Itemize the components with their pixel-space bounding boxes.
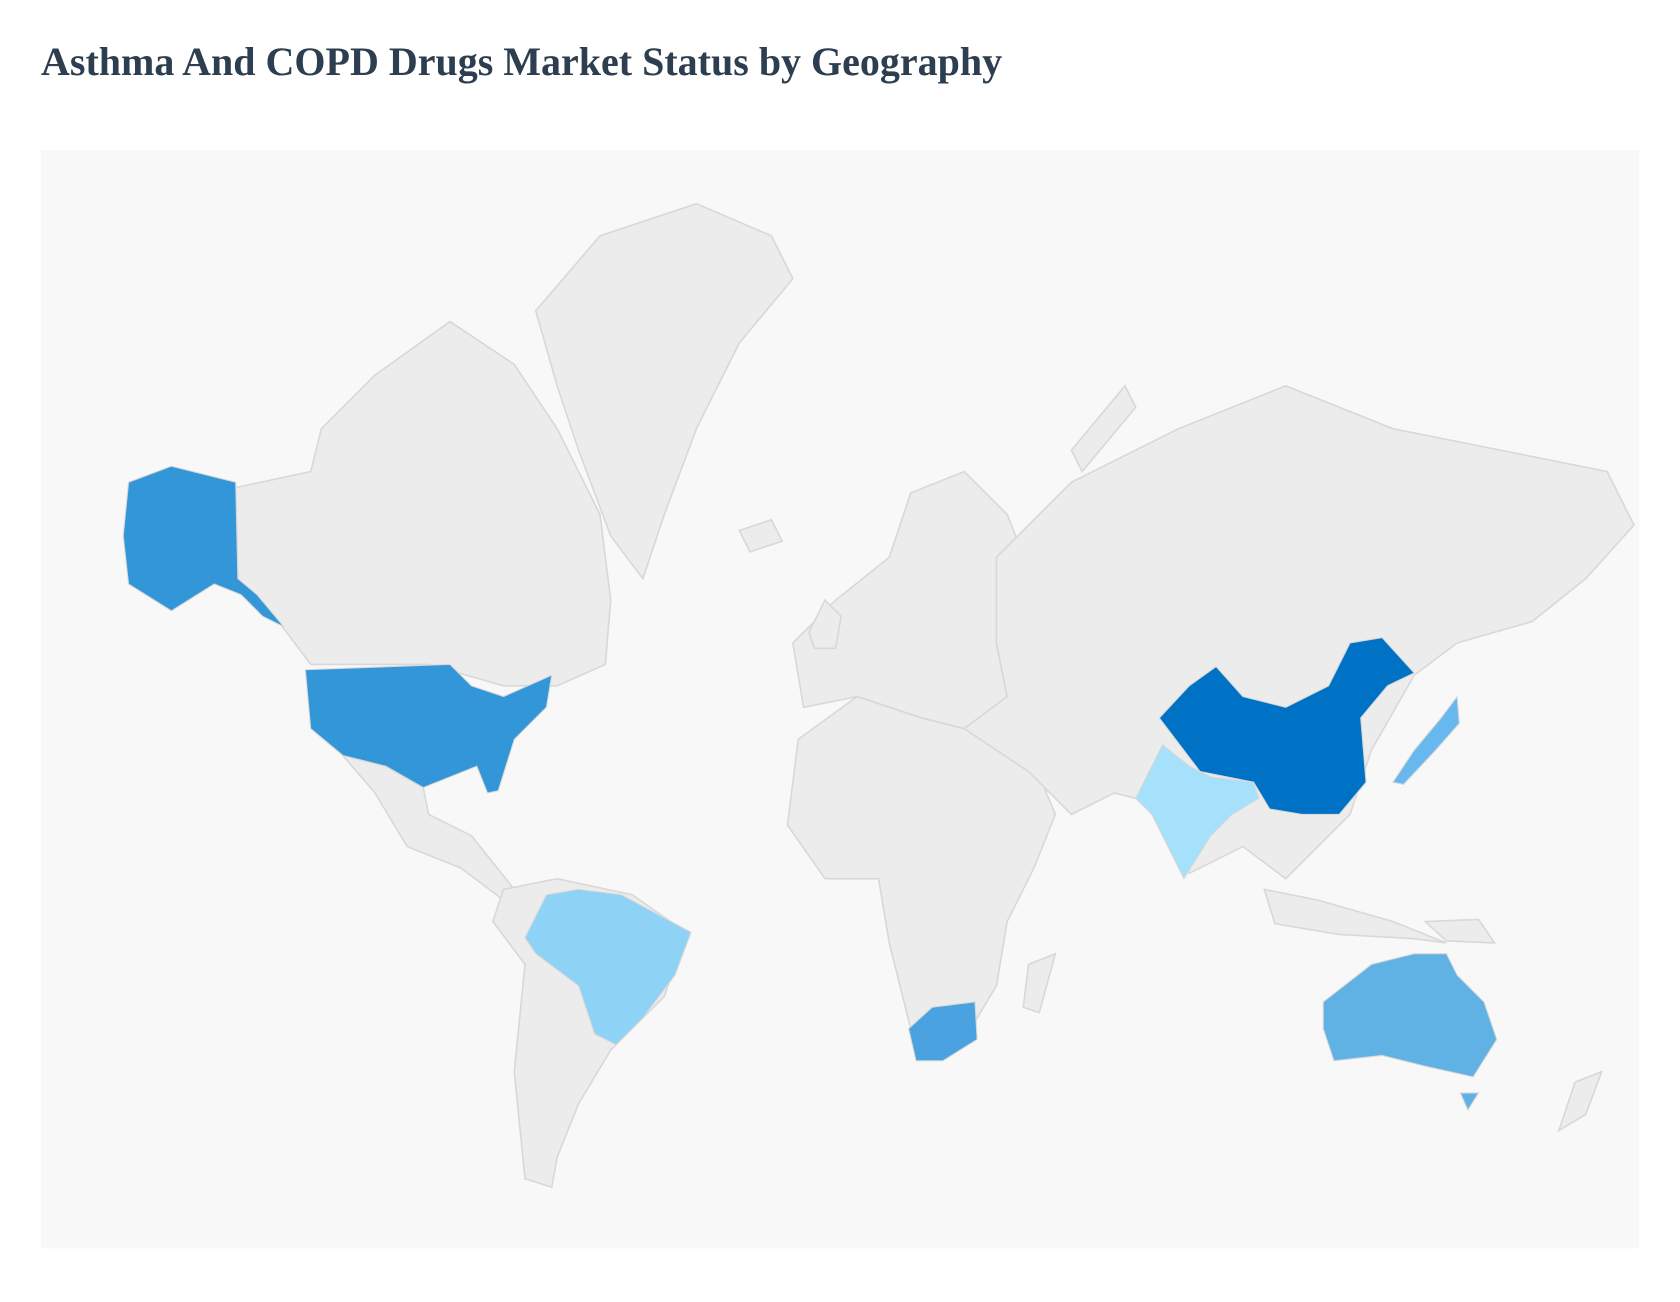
arctic-islands	[1070, 384, 1137, 473]
alaska	[122, 465, 285, 628]
new-zealand	[1557, 1070, 1604, 1133]
china	[1158, 637, 1416, 815]
australia	[1322, 953, 1498, 1078]
japan	[1391, 695, 1460, 785]
madagascar	[1022, 952, 1057, 1014]
brazil	[524, 888, 692, 1046]
greenland	[534, 202, 794, 581]
tasmania	[1459, 1092, 1480, 1112]
uk	[808, 598, 842, 650]
new-guinea	[1422, 918, 1497, 944]
page-title: Asthma And COPD Drugs Market Status by G…	[41, 39, 1003, 84]
highlighted-countries	[122, 465, 1498, 1112]
south-africa	[907, 1001, 978, 1062]
canada	[234, 320, 612, 687]
usa	[304, 663, 553, 794]
land	[234, 202, 1635, 1189]
indonesia	[1263, 888, 1447, 944]
india	[1135, 743, 1260, 880]
africa	[786, 695, 1057, 1062]
iceland	[738, 518, 784, 553]
